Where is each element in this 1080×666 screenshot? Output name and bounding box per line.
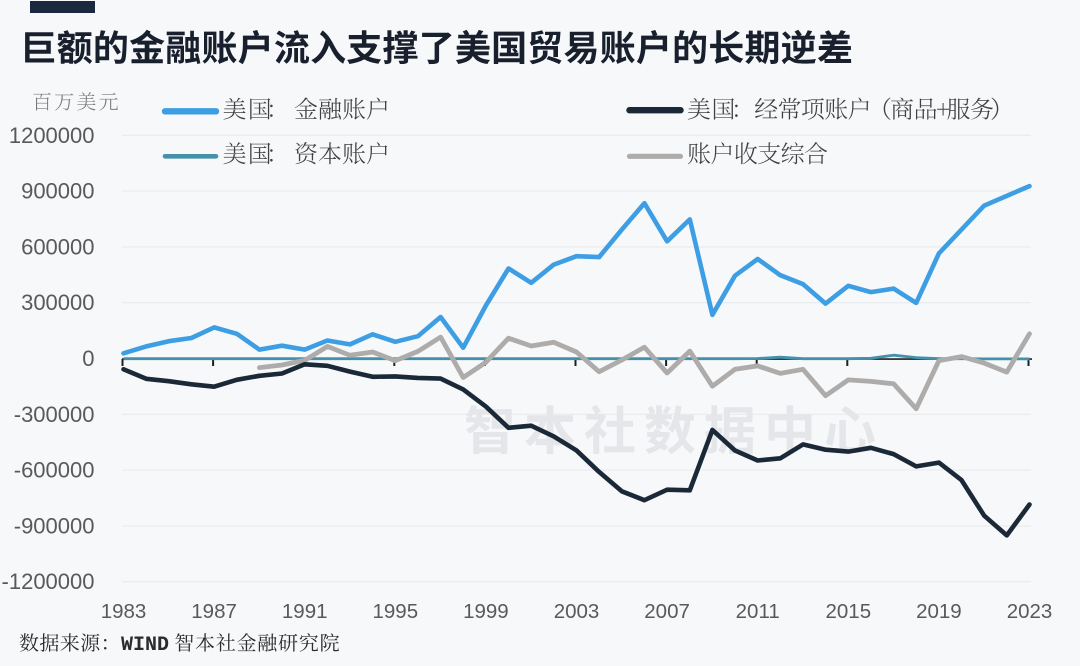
svg-text:900000: 900000 [21, 179, 94, 204]
svg-text:2003: 2003 [554, 600, 600, 623]
svg-text:1999: 1999 [463, 600, 509, 623]
svg-text:2011: 2011 [736, 600, 780, 623]
svg-text:2007: 2007 [644, 600, 690, 623]
svg-text:0: 0 [82, 346, 94, 371]
svg-text:2023: 2023 [1007, 600, 1053, 623]
svg-text:1987: 1987 [191, 600, 237, 623]
svg-text:1991: 1991 [282, 600, 328, 623]
svg-text:-1200000: -1200000 [2, 569, 95, 594]
svg-text:600000: 600000 [21, 234, 94, 259]
svg-text:2015: 2015 [825, 600, 871, 623]
svg-text:300000: 300000 [21, 290, 94, 315]
svg-text:1995: 1995 [372, 600, 418, 623]
svg-text:-600000: -600000 [14, 458, 95, 483]
svg-text:1200000: 1200000 [9, 123, 95, 148]
svg-text:1983: 1983 [101, 600, 147, 623]
svg-text:-300000: -300000 [14, 402, 95, 427]
svg-text:2019: 2019 [916, 600, 962, 623]
svg-text:WIND: WIND [121, 634, 169, 657]
svg-text:-900000: -900000 [14, 513, 95, 538]
